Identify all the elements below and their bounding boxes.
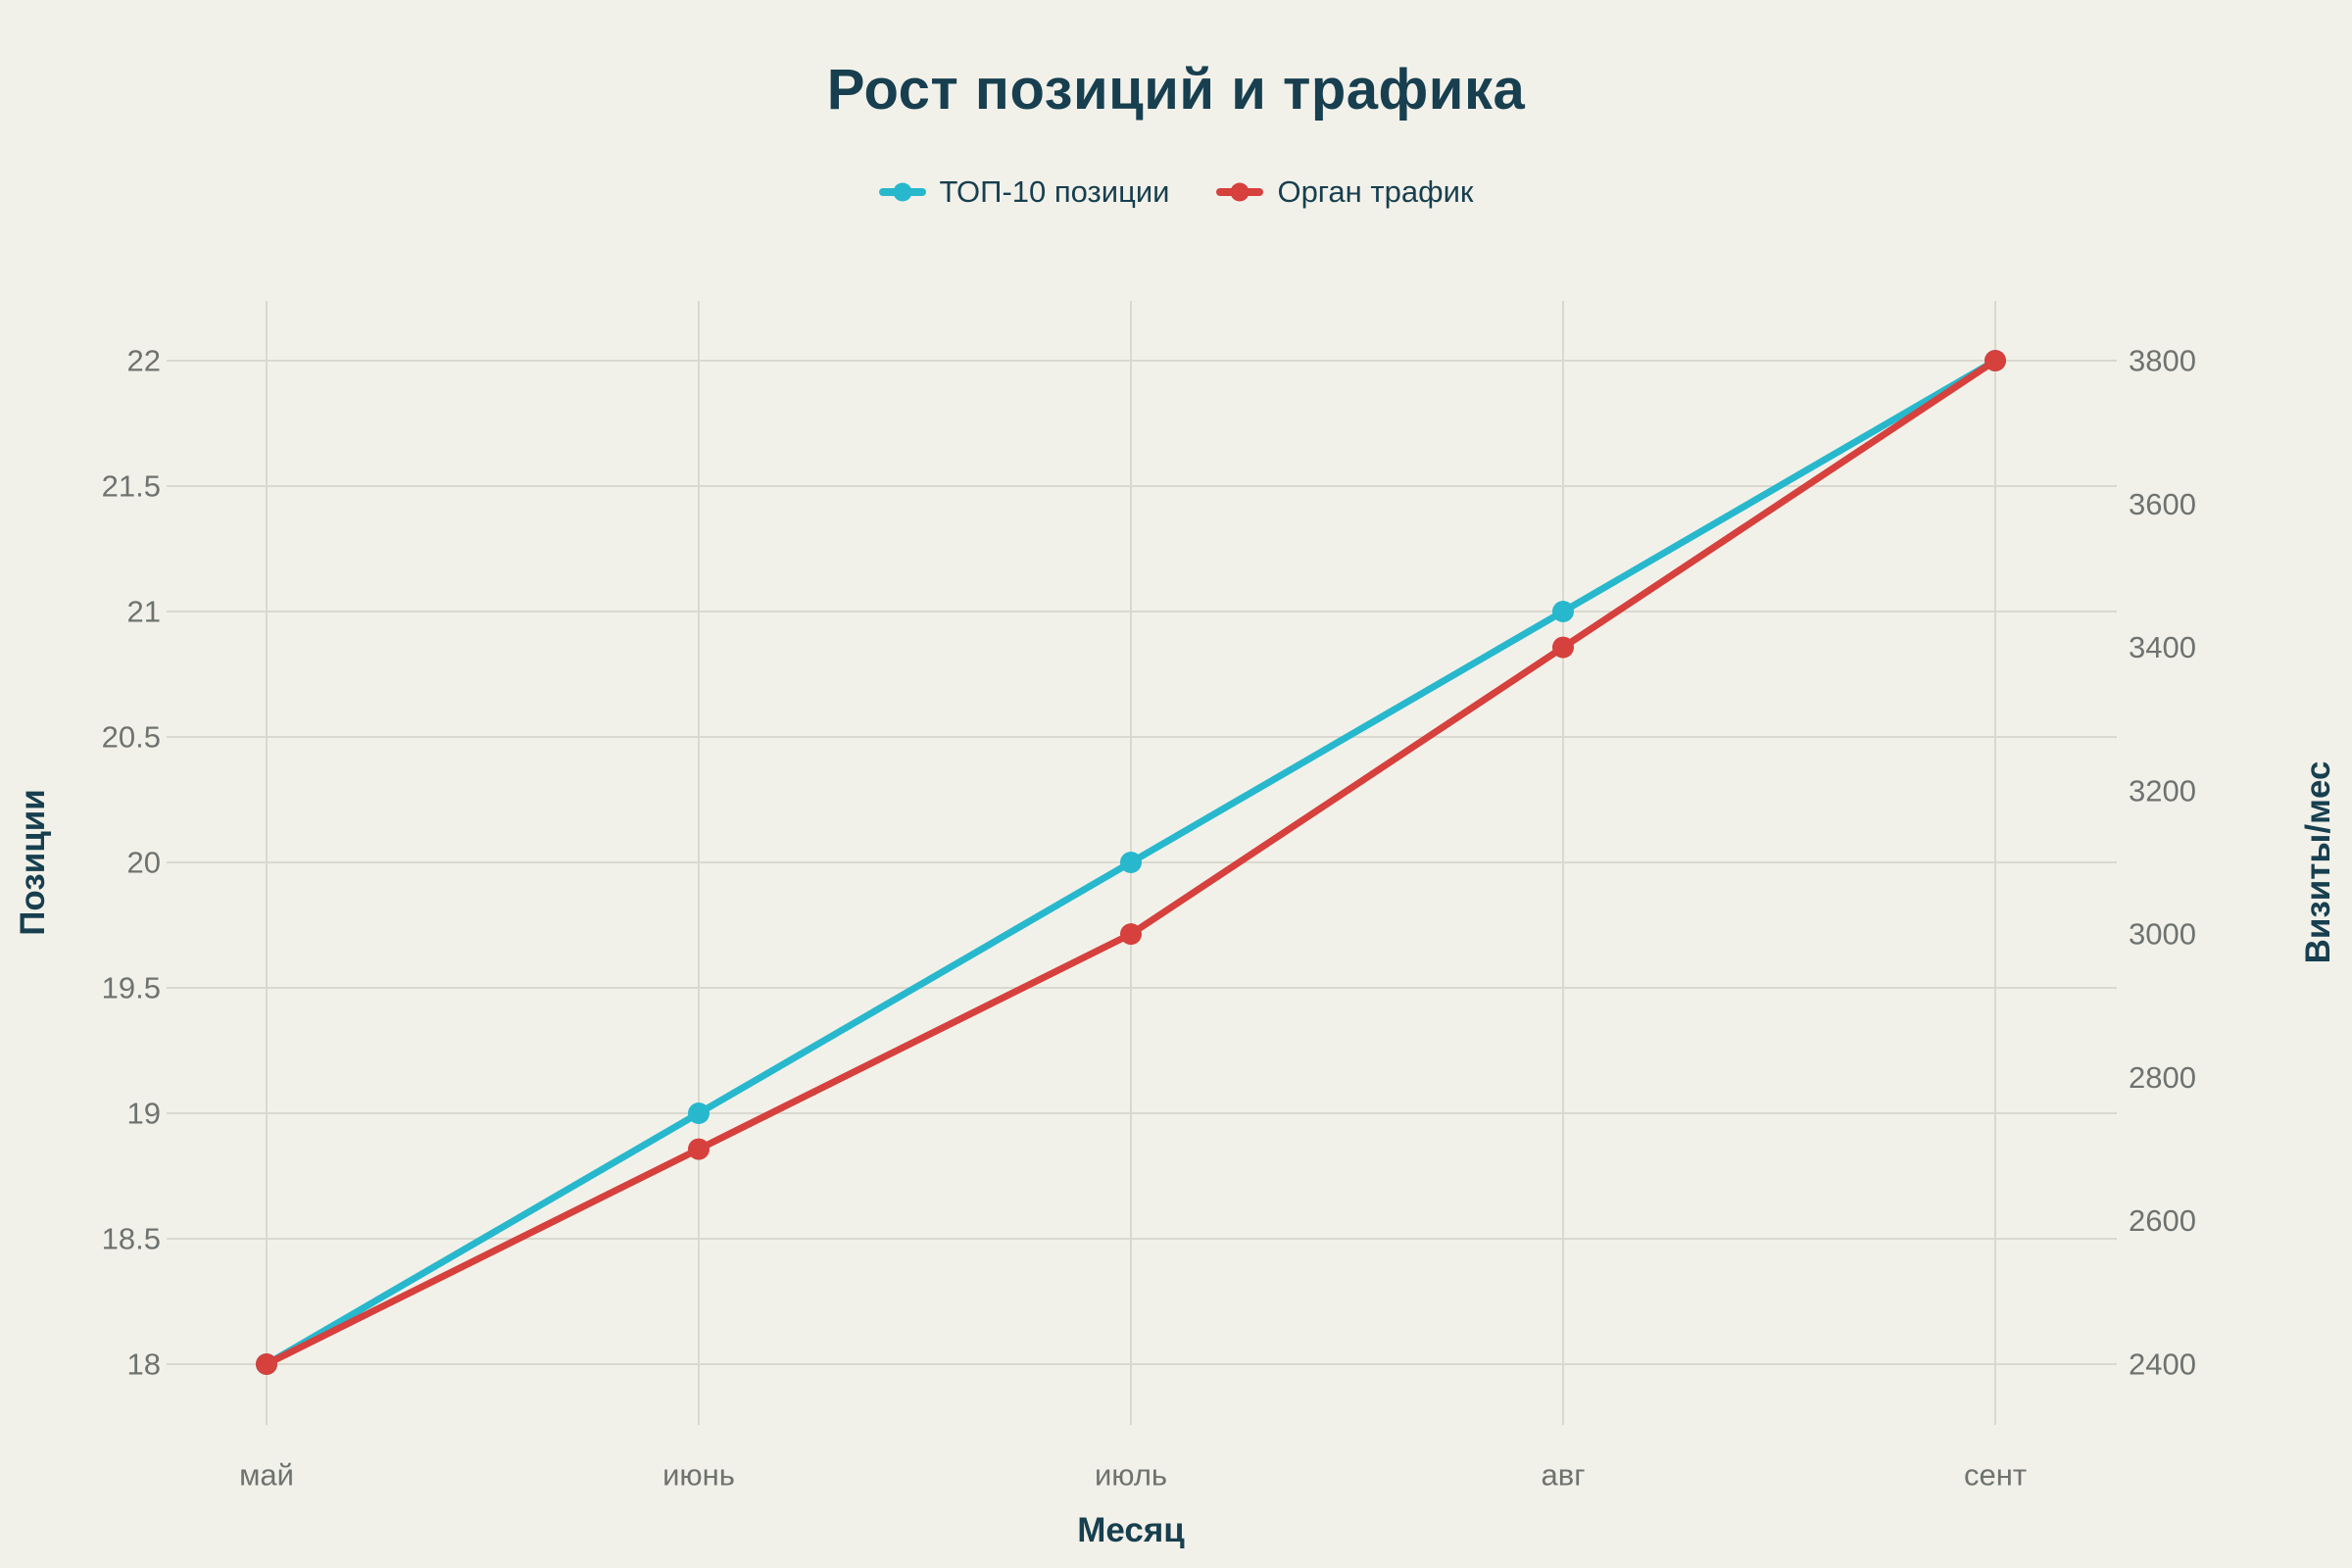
left-axis-tick-label: 18.5: [102, 1222, 161, 1256]
right-axis-tick-label: 3200: [2129, 773, 2196, 808]
left-axis-tick-label: 19.5: [102, 971, 161, 1005]
right-axis-tick-label: 3800: [2129, 344, 2196, 378]
x-axis-title: Месяц: [1077, 1511, 1185, 1549]
legend-line-marker-icon: [1216, 188, 1264, 196]
left-axis-tick-label: 20: [127, 846, 161, 880]
legend-label: ТОП-10 позиции: [939, 174, 1170, 209]
x-axis-tick-label: июнь: [662, 1458, 735, 1493]
left-axis-tick-label: 21: [127, 595, 161, 629]
right-axis-tick-label: 3000: [2129, 917, 2196, 952]
x-axis-tick-label: июль: [1095, 1458, 1167, 1493]
data-point-marker: [256, 1353, 277, 1375]
data-point-marker: [1120, 852, 1142, 873]
right-axis-tick-label: 2400: [2129, 1348, 2196, 1382]
data-point-marker: [1984, 350, 2006, 371]
y-axis-title-right: Визиты/мес: [2299, 760, 2337, 964]
data-point-marker: [1552, 636, 1574, 659]
left-axis-tick-label: 20.5: [102, 720, 161, 755]
data-point-marker: [688, 1138, 710, 1160]
right-axis-tick-label: 3400: [2129, 630, 2196, 664]
right-axis-tick-label: 2800: [2129, 1060, 2196, 1095]
left-axis-tick-label: 19: [127, 1097, 161, 1131]
legend-line-marker-icon: [878, 188, 926, 196]
chart-legend: ТОП-10 позиции Орган трафик: [0, 174, 2352, 210]
legend-item-1[interactable]: Орган трафик: [1216, 174, 1473, 210]
right-axis-tick-label: 3600: [2129, 487, 2196, 521]
x-axis-tick-label: сент: [1964, 1458, 2027, 1493]
left-axis-tick-label: 22: [127, 344, 161, 378]
right-axis-tick-label: 2600: [2129, 1203, 2196, 1238]
chart-title: Рост позиций и трафика: [826, 58, 1526, 122]
y-axis-title-left: Позиции: [14, 789, 52, 936]
x-axis-tick-label: май: [239, 1458, 294, 1493]
x-axis-tick-label: авг: [1541, 1458, 1585, 1493]
legend-item-0[interactable]: ТОП-10 позиции: [878, 174, 1170, 210]
left-axis-tick-label: 18: [127, 1348, 161, 1382]
legend-label: Орган трафик: [1277, 174, 1474, 209]
left-axis-tick-label: 21.5: [102, 469, 161, 504]
data-point-marker: [1552, 601, 1574, 622]
data-point-marker: [688, 1102, 710, 1124]
data-point-marker: [1120, 923, 1142, 946]
